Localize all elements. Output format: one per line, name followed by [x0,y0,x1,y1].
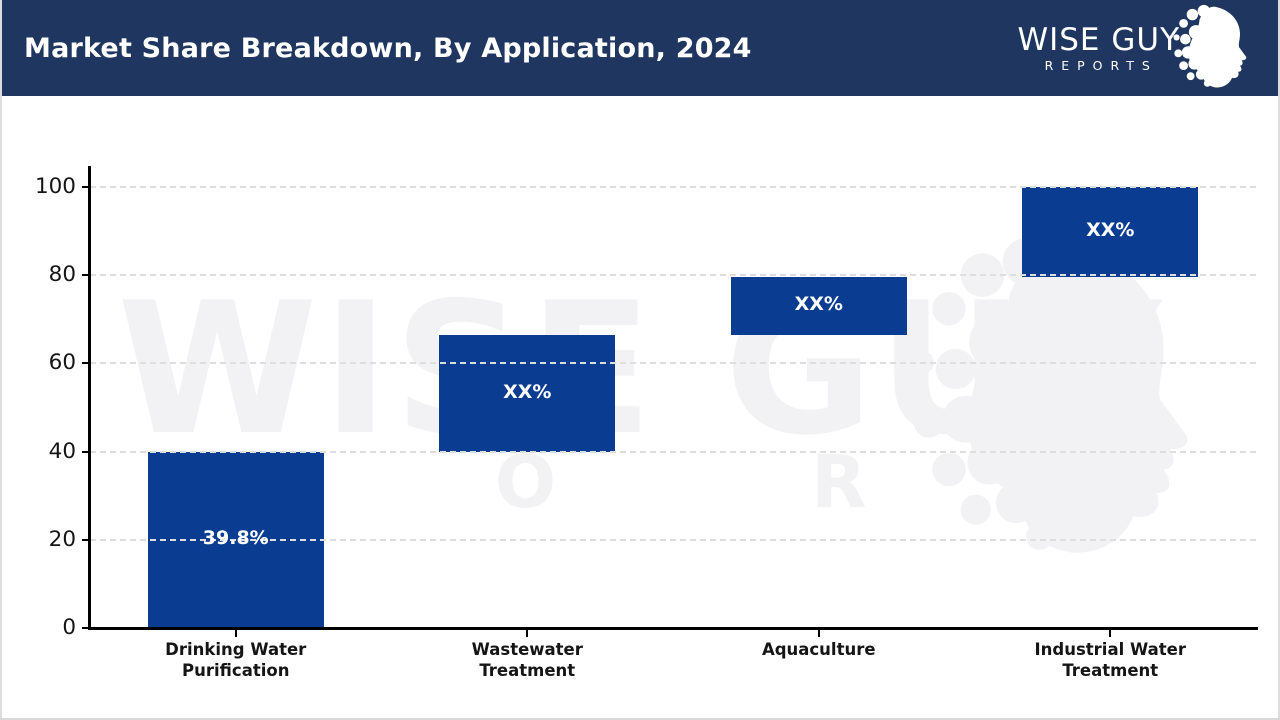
x-axis-tick [234,630,237,637]
bar-segment [730,276,907,335]
y-axis-tick [82,186,90,188]
bar-value-label: XX% [1086,218,1135,241]
gridline [90,538,1256,541]
y-axis-tick-label: 20 [48,526,76,552]
dotted-head-icon [1173,4,1247,88]
header: Market Share Breakdown, By Application, … [2,0,1278,96]
gridline [90,274,1256,277]
y-axis-tick [82,362,90,365]
brand-logo-text: WISE GUY REPORTS [1017,24,1180,72]
brand-name: WISE GUY [1017,22,1180,59]
y-axis-tick-label: 80 [48,262,76,288]
x-axis-tick [526,630,529,637]
x-category-label: Aquaculture [761,640,876,659]
bar-segment [439,334,616,453]
y-axis-tick-label: 0 [62,615,76,640]
gridline [90,362,1256,365]
gridline [90,186,1256,188]
x-axis-tick [817,630,820,637]
bar-value-label: XX% [794,292,843,315]
bar-value-label: 39.8% [202,527,269,550]
y-axis-tick-label: 100 [34,174,76,199]
page-title: Market Share Breakdown, By Application, … [24,32,752,64]
brand-logo: WISE GUY REPORTS [1017,4,1256,92]
y-axis-tick-label: 60 [48,350,76,376]
y-axis-tick [82,450,90,453]
y-axis-tick [82,627,90,629]
x-category-label: Wastewater Treatment [471,640,583,680]
brand-subtitle: REPORTS [1044,57,1158,73]
y-axis-tick-label: 40 [48,438,76,464]
x-category-label: Drinking Water Purification [165,640,307,680]
gridline [90,450,1256,453]
y-axis-line [88,166,91,630]
x-axis-line [88,627,1258,630]
x-axis-tick [1109,630,1112,637]
bar-segment [1022,187,1199,277]
bar-value-label: XX% [503,380,552,403]
y-axis-tick [82,538,90,541]
x-category-label: Industrial Water Treatment [1034,640,1186,680]
y-axis-tick [82,274,90,277]
